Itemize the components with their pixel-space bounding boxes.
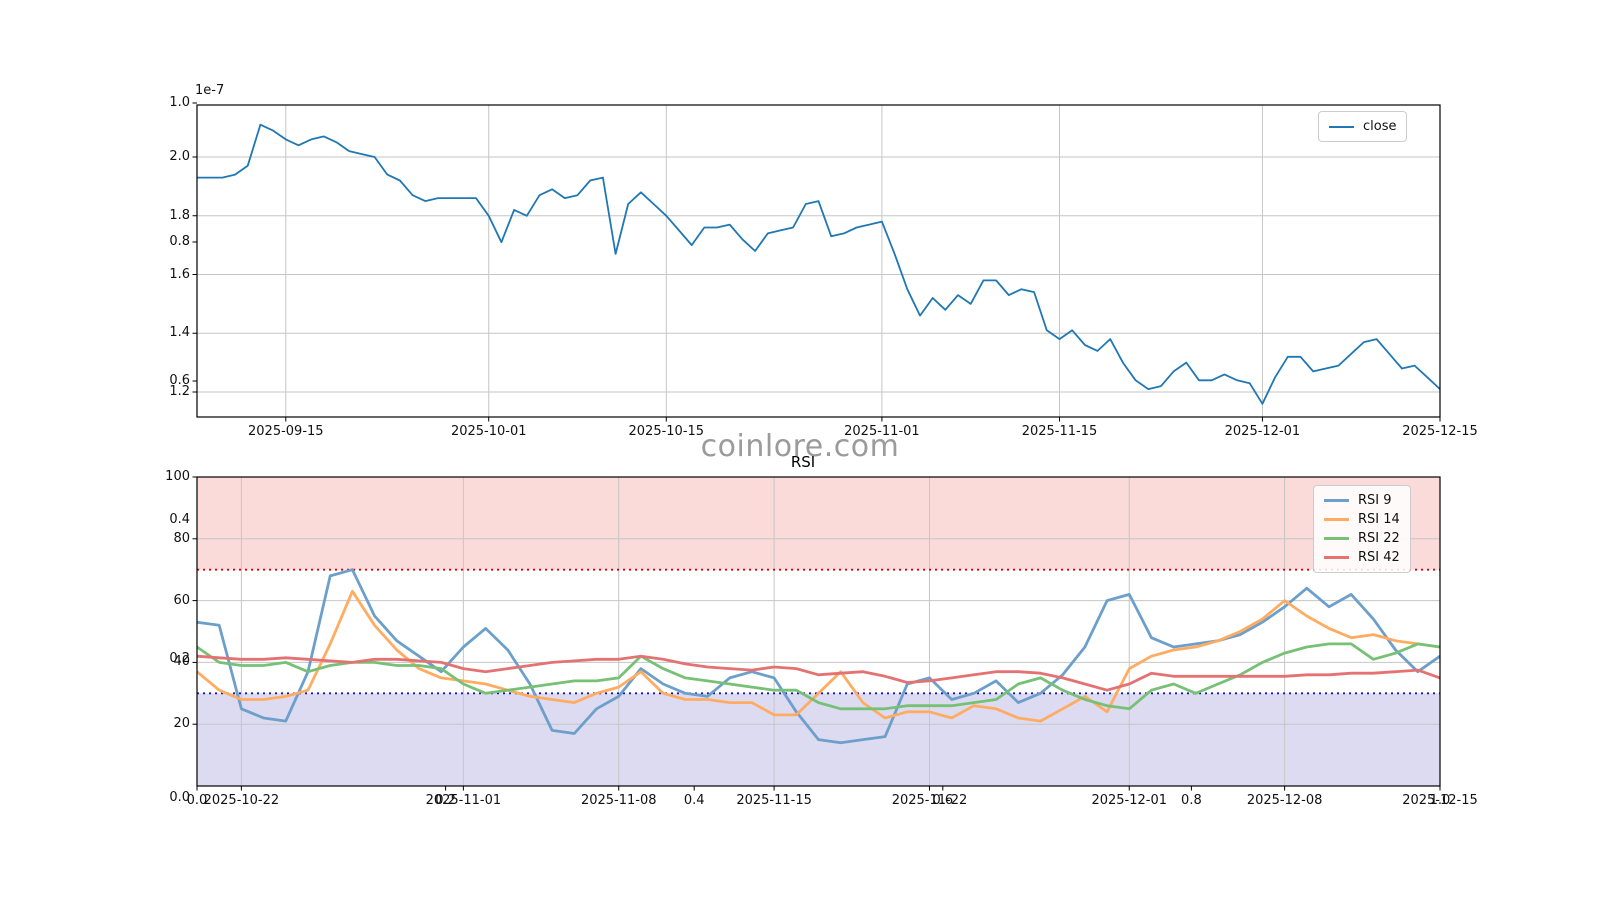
- y-tick-label: 2.0: [169, 149, 190, 164]
- y-tick-label: 60: [173, 592, 190, 608]
- rsi42-line-swatch: [1324, 556, 1349, 559]
- y-tick-label: 40: [173, 654, 190, 670]
- x-tick-label: 2025-11-15: [736, 793, 812, 808]
- x-tick-label: 0.4: [683, 793, 705, 808]
- x-tick-label: 2025-12-08: [1246, 793, 1323, 808]
- rsi-chart-title: RSI: [790, 453, 816, 471]
- x-tick-label: 2025-10-22: [203, 793, 280, 808]
- rsi9-line-swatch: [1324, 499, 1349, 502]
- y-tick-label: 20: [173, 716, 190, 732]
- price-legend: close: [1318, 111, 1408, 142]
- x-tick-label: 0.2: [435, 793, 456, 808]
- x-tick-label: 2025-11-15: [1021, 424, 1098, 439]
- x-tick-label: 2025-12-01: [1224, 424, 1301, 439]
- x-tick-label: 2025-12-15: [1402, 424, 1478, 439]
- y-tick-label: 0.6: [169, 373, 190, 388]
- y-tick-label: 0.2: [169, 651, 190, 666]
- legend-item-rsi22: RSI 22: [1324, 529, 1400, 548]
- rsi-legend: RSI 9 RSI 14 RSI 22 RSI 42: [1313, 485, 1411, 573]
- x-tick-label: 2025-11-01: [844, 424, 920, 439]
- y-tick-label: 1.4: [169, 325, 190, 341]
- x-tick-label: 2025-12-01: [1091, 793, 1168, 808]
- legend-label: RSI 14: [1358, 512, 1400, 527]
- x-tick-label: 2025-09-15: [248, 424, 324, 439]
- legend-label: RSI 42: [1358, 550, 1400, 565]
- y-tick-label: 0.0: [169, 790, 190, 805]
- y-tick-label: 1.0: [169, 95, 190, 110]
- x-tick-label: 2025-11-08: [580, 793, 657, 808]
- x-tick-label: 0.8: [1181, 793, 1202, 808]
- y-tick-label: 100: [165, 469, 190, 484]
- x-tick-label: 0.0: [186, 793, 208, 808]
- rsi22-line-swatch: [1324, 537, 1349, 540]
- rsi14-line-swatch: [1324, 518, 1349, 521]
- x-tick-label: 0.6: [932, 793, 954, 808]
- y-tick-label: 1.6: [169, 266, 190, 282]
- x-tick-label: 2025-10-15: [628, 424, 705, 439]
- x-tick-label: 2025-11-01: [425, 793, 502, 808]
- x-tick-label: 2025-12-15: [1402, 793, 1478, 808]
- legend-label: close: [1363, 119, 1397, 134]
- y-tick-label: 1.8: [169, 207, 190, 223]
- y-tick-label: 1.2: [169, 384, 190, 399]
- close-line-swatch: [1329, 125, 1354, 128]
- y-tick-label: 0.4: [169, 512, 190, 527]
- legend-item-rsi14: RSI 14: [1324, 510, 1400, 529]
- y-tick-label: 80: [173, 530, 190, 546]
- legend-item-rsi9: RSI 9: [1324, 491, 1400, 510]
- x-tick-label: 2025-11-22: [891, 793, 968, 808]
- x-tick-label: 1.0: [1429, 793, 1451, 808]
- x-tick-label: 2025-10-01: [450, 424, 527, 439]
- y-axis-offset-label: 1e-7: [195, 83, 225, 98]
- legend-label: RSI 9: [1358, 493, 1392, 508]
- legend-label: RSI 22: [1358, 531, 1400, 546]
- legend-item-close: close: [1329, 117, 1396, 136]
- legend-item-rsi42: RSI 42: [1324, 548, 1400, 567]
- y-tick-label: 0.8: [169, 234, 190, 249]
- watermark-text: coinlore.com: [700, 429, 900, 464]
